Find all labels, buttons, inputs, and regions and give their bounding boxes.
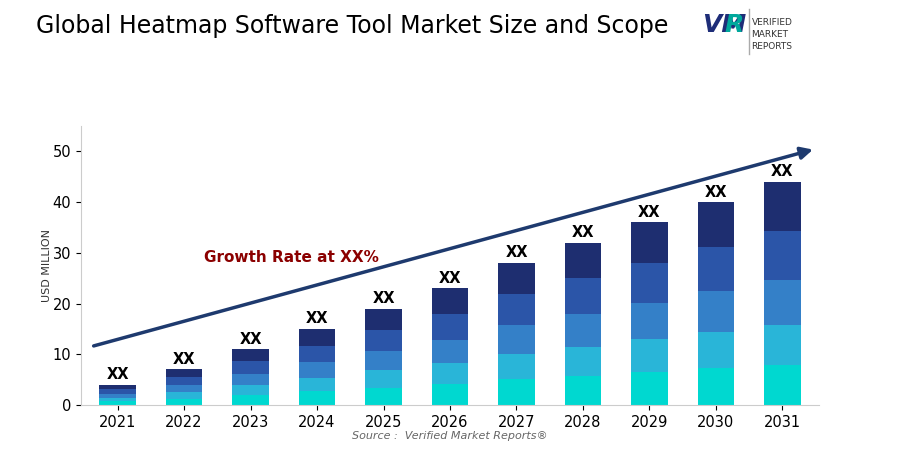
Text: XX: XX [438,271,461,286]
Bar [299,329,336,346]
Bar [698,332,734,369]
Bar [299,378,336,392]
Bar [432,288,468,314]
Bar [365,351,401,370]
Bar [499,263,535,294]
Text: VM: VM [702,14,746,37]
Bar [299,362,336,378]
Text: XX: XX [505,245,527,261]
Text: Growth Rate at XX%: Growth Rate at XX% [204,250,379,266]
Bar [564,279,601,314]
Text: XX: XX [771,164,794,179]
Bar [166,385,202,392]
Bar [232,395,269,405]
Bar [365,309,401,330]
Bar [764,324,801,365]
Bar [232,374,269,385]
Bar [564,346,601,376]
Bar [232,349,269,361]
Bar [631,339,668,372]
Y-axis label: USD MILLION: USD MILLION [42,229,52,302]
Bar [564,376,601,405]
Bar [631,372,668,405]
Bar [698,247,734,291]
Bar [764,365,801,405]
Bar [631,262,668,303]
Bar [631,303,668,339]
Text: XX: XX [306,311,328,326]
Bar [432,340,468,363]
Bar [365,370,401,387]
Bar [99,401,136,405]
Bar [299,392,336,405]
Bar [166,392,202,399]
Text: Global Heatmap Software Tool Market Size and Scope: Global Heatmap Software Tool Market Size… [36,14,669,37]
Bar [99,389,136,394]
Text: R: R [724,14,743,37]
Bar [99,394,136,398]
Text: VERIFIED
MARKET
REPORTS: VERIFIED MARKET REPORTS [752,18,793,50]
Bar [166,369,202,377]
Bar [365,387,401,405]
Bar [432,363,468,384]
Text: XX: XX [638,205,661,220]
Text: XX: XX [705,184,727,199]
Bar [698,369,734,405]
Text: XX: XX [173,352,195,367]
Text: XX: XX [239,332,262,346]
Bar [499,379,535,405]
Bar [166,399,202,405]
Bar [499,325,535,354]
Bar [99,398,136,401]
Bar [299,346,336,362]
Text: XX: XX [572,225,594,240]
Bar [232,361,269,374]
Bar [432,384,468,405]
Bar [564,243,601,279]
Bar [499,354,535,379]
Bar [764,280,801,324]
Bar [365,330,401,351]
Bar [99,385,136,389]
Bar [631,222,668,262]
Bar [564,314,601,346]
Text: Source :  Verified Market Reports®: Source : Verified Market Reports® [352,431,548,441]
Bar [432,314,468,340]
Bar [499,294,535,325]
Bar [764,182,801,231]
Bar [698,291,734,332]
Bar [166,377,202,385]
Text: XX: XX [106,367,129,382]
Text: XX: XX [373,291,395,306]
Bar [232,385,269,395]
Bar [698,202,734,247]
Bar [764,231,801,280]
